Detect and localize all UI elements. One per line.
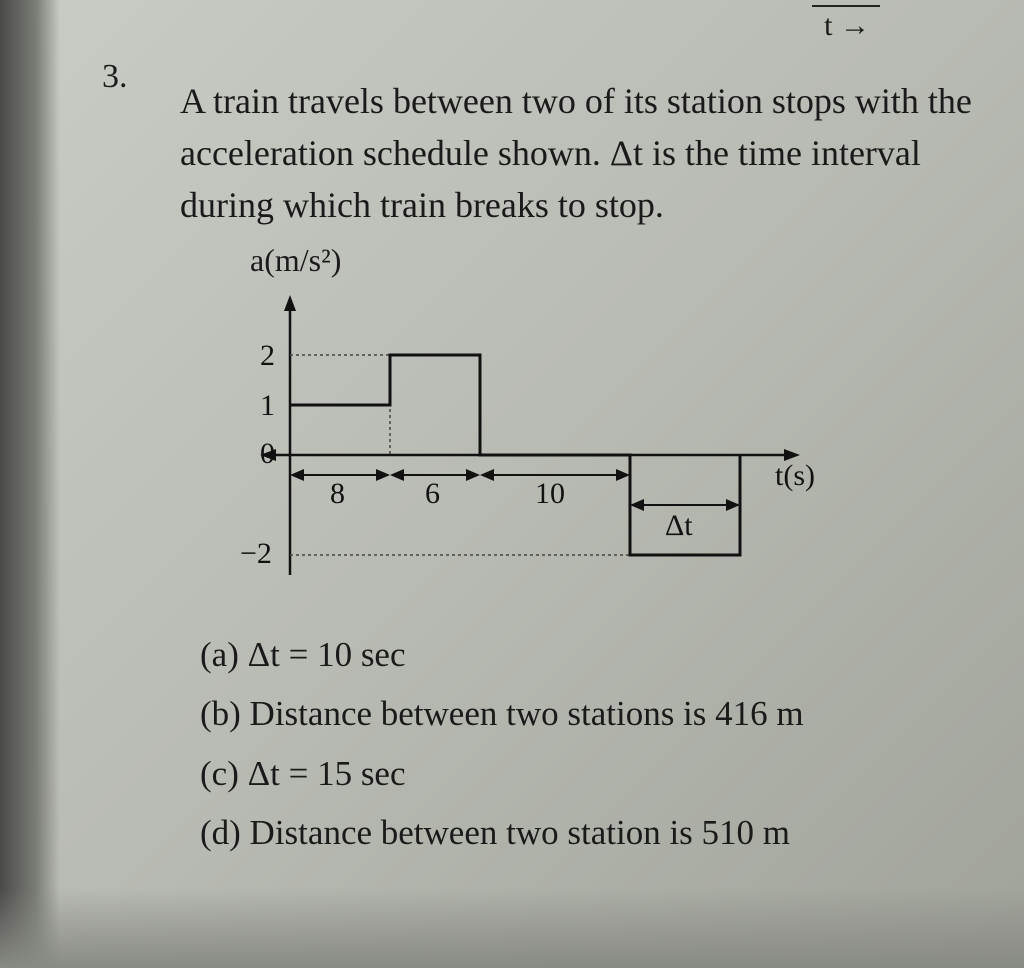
top-axis-fragment: t →: [812, 5, 880, 43]
acceleration-graph: 2 1 0 −2 8 6: [230, 285, 850, 605]
chart: a(m/s²) 2 1 0 −2: [230, 242, 1024, 605]
y-arrowhead-icon: [284, 295, 296, 311]
ytick-2: 2: [260, 339, 275, 372]
option-b: (b) Distance between two stations is 416…: [200, 684, 1024, 744]
ytick-0: 0: [260, 437, 275, 470]
ytick-neg2: −2: [240, 537, 272, 570]
option-c: (c) Δt = 15 sec: [200, 744, 1024, 804]
dim-10: 10: [480, 469, 630, 510]
book-gutter: [0, 0, 60, 968]
dim-6: 6: [390, 469, 480, 510]
xseg-dt: Δt: [665, 509, 693, 542]
option-d: (d) Distance between two station is 510 …: [200, 803, 1024, 863]
question-number: 3.: [102, 58, 128, 96]
bottom-shadow: [0, 888, 1024, 968]
dim-delta-t: Δt: [630, 499, 740, 542]
dim-8: 8: [290, 469, 390, 510]
fragment-var: t: [824, 9, 832, 42]
option-a: (a) Δt = 10 sec: [200, 625, 1024, 685]
xseg-10: 10: [535, 477, 565, 510]
options-list: (a) Δt = 10 sec (b) Distance between two…: [200, 625, 1024, 863]
xseg-6: 6: [425, 477, 440, 510]
y-axis-label: a(m/s²): [250, 242, 1024, 279]
xseg-8: 8: [330, 477, 345, 510]
fragment-arrow: →: [840, 9, 868, 42]
ytick-1: 1: [260, 389, 275, 422]
question-text: A train travels between two of its stati…: [180, 75, 1000, 232]
x-axis-label: t(s): [775, 459, 815, 492]
page-content: t → 3. A train travels between two of it…: [80, 0, 1024, 883]
